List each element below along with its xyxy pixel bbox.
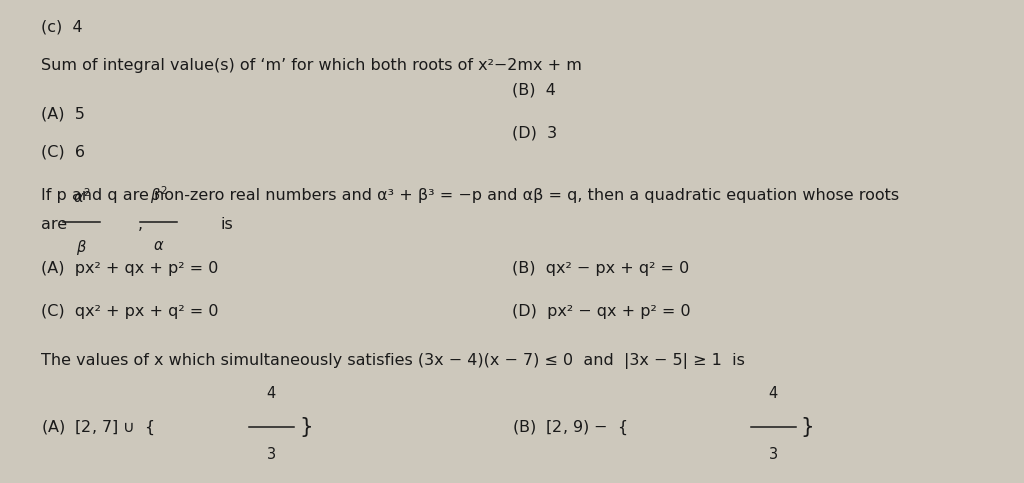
Text: are: are	[41, 217, 68, 232]
Text: (D)  3: (D) 3	[512, 126, 557, 141]
Text: $\alpha$: $\alpha$	[153, 238, 165, 253]
Text: $\alpha^2$: $\alpha^2$	[73, 187, 91, 206]
Text: 4: 4	[768, 386, 778, 401]
Text: (A)  px² + qx + p² = 0: (A) px² + qx + p² = 0	[41, 261, 218, 276]
Text: }: }	[801, 417, 814, 438]
Text: ,: ,	[138, 217, 143, 232]
Text: (C)  qx² + px + q² = 0: (C) qx² + px + q² = 0	[41, 304, 218, 319]
Text: is: is	[220, 217, 232, 232]
Text: (B)  qx² − px + q² = 0: (B) qx² − px + q² = 0	[512, 261, 689, 276]
Text: (B)  [2, 9) $-$  {: (B) [2, 9) $-$ {	[512, 418, 628, 437]
Text: (C)  6: (C) 6	[41, 145, 85, 160]
Text: 3: 3	[267, 447, 275, 462]
Text: $\beta$: $\beta$	[77, 238, 87, 257]
Text: }: }	[299, 417, 312, 438]
Text: 4: 4	[266, 386, 276, 401]
Text: (D)  px² − qx + p² = 0: (D) px² − qx + p² = 0	[512, 304, 690, 319]
Text: Sum of integral value(s) of ‘m’ for which both roots of x²−2mx + m: Sum of integral value(s) of ‘m’ for whic…	[41, 58, 582, 73]
Text: (B)  4: (B) 4	[512, 82, 556, 97]
Text: $\beta^2$: $\beta^2$	[150, 185, 168, 206]
Text: If p and q are non-zero real numbers and α³ + β³ = −p and αβ = q, then a quadrat: If p and q are non-zero real numbers and…	[41, 188, 899, 203]
Text: (A)  5: (A) 5	[41, 106, 85, 121]
Text: The values of x which simultaneously satisfies (3x − 4)(x − 7) ≤ 0  and  |3x − 5: The values of x which simultaneously sat…	[41, 353, 744, 369]
Text: 3: 3	[769, 447, 777, 462]
Text: (c)  4: (c) 4	[41, 19, 83, 34]
Text: (A)  [2, 7] $\cup$  {: (A) [2, 7] $\cup$ {	[41, 418, 155, 437]
